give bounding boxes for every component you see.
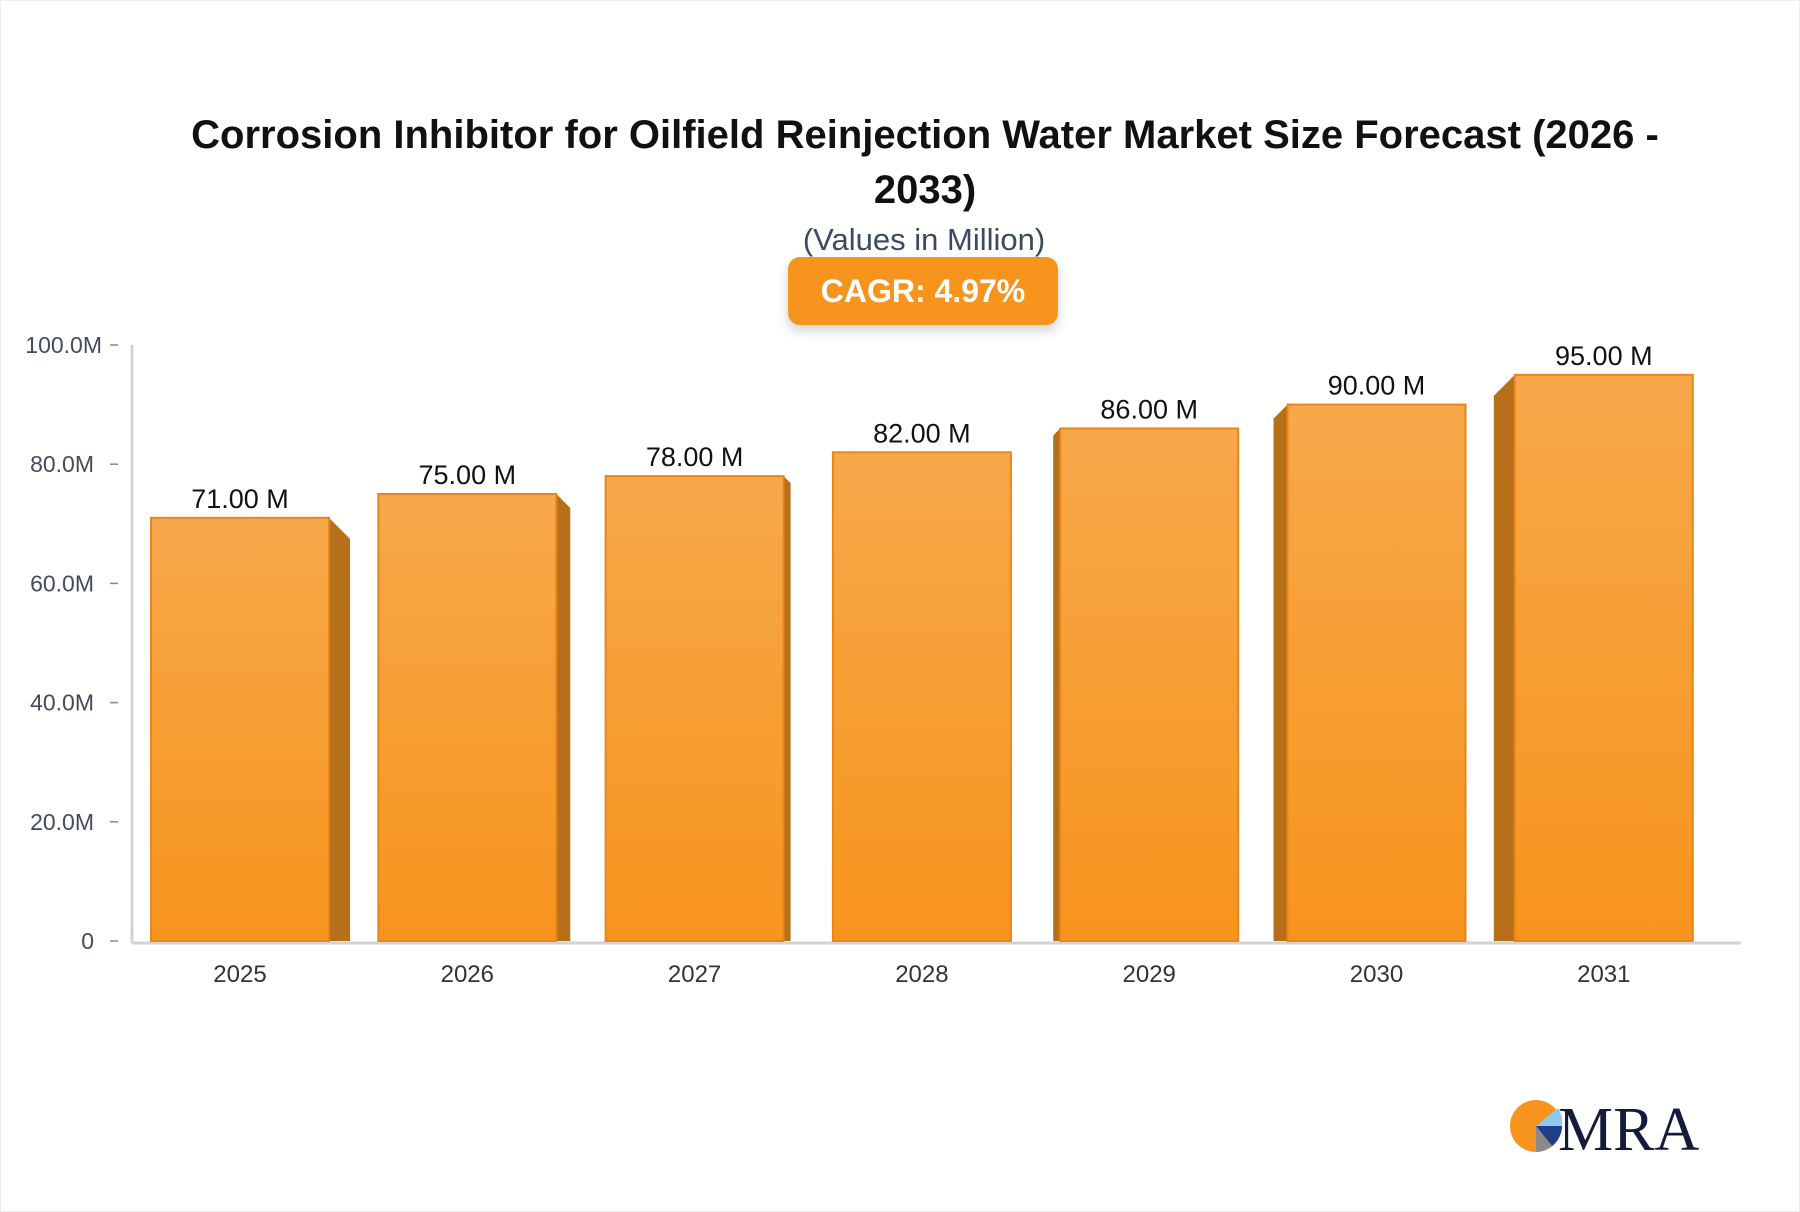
chart-subtitle: (Values in Million) (802, 222, 1046, 257)
data-label: 78.00 M (646, 442, 744, 472)
bar-side (1273, 404, 1288, 942)
y-tick-label: 80.0M (30, 451, 94, 477)
x-tick-label: 2028 (895, 961, 948, 988)
data-label: 71.00 M (191, 484, 289, 514)
x-tick-label: 2029 (1123, 961, 1176, 988)
data-label: 75.00 M (419, 460, 517, 490)
y-tick-label: 100.0M (25, 332, 102, 358)
bar-side (783, 476, 791, 941)
bar-side (1493, 374, 1515, 941)
x-tick-label: 2026 (441, 961, 494, 988)
bar-side (1053, 428, 1061, 941)
bar-side (556, 494, 571, 941)
bar-2029 (1059, 427, 1240, 942)
y-tick-label: 60.0M (30, 570, 94, 596)
bar-2027 (604, 475, 785, 942)
y-tick-label: 20.0M (30, 809, 94, 835)
y-tick-label: 0 (81, 928, 94, 954)
bar-2026 (377, 493, 558, 942)
data-label: 90.00 M (1328, 371, 1426, 401)
data-label: 95.00 M (1555, 341, 1653, 371)
chart-title: Corrosion Inhibitor for Oilfield Reinjec… (191, 113, 1659, 212)
mra-logo: MRA (1510, 1096, 1699, 1164)
bar-2025 (150, 516, 330, 943)
data-label: 86.00 M (1100, 394, 1198, 424)
x-tick-label: 2025 (213, 961, 266, 988)
x-tick-label: 2030 (1350, 961, 1403, 988)
y-tick-label: 40.0M (30, 690, 94, 716)
bar-2031 (1513, 373, 1694, 942)
x-tick-label: 2027 (668, 961, 721, 988)
logo-text: MRA (1558, 1096, 1699, 1164)
data-label: 82.00 M (873, 418, 971, 448)
bar-side (329, 517, 350, 941)
cagr-badge: CAGR: 4.97% (788, 257, 1058, 325)
bar-2030 (1286, 403, 1467, 943)
bar-2028 (831, 451, 1012, 942)
x-tick-label: 2031 (1577, 961, 1630, 988)
